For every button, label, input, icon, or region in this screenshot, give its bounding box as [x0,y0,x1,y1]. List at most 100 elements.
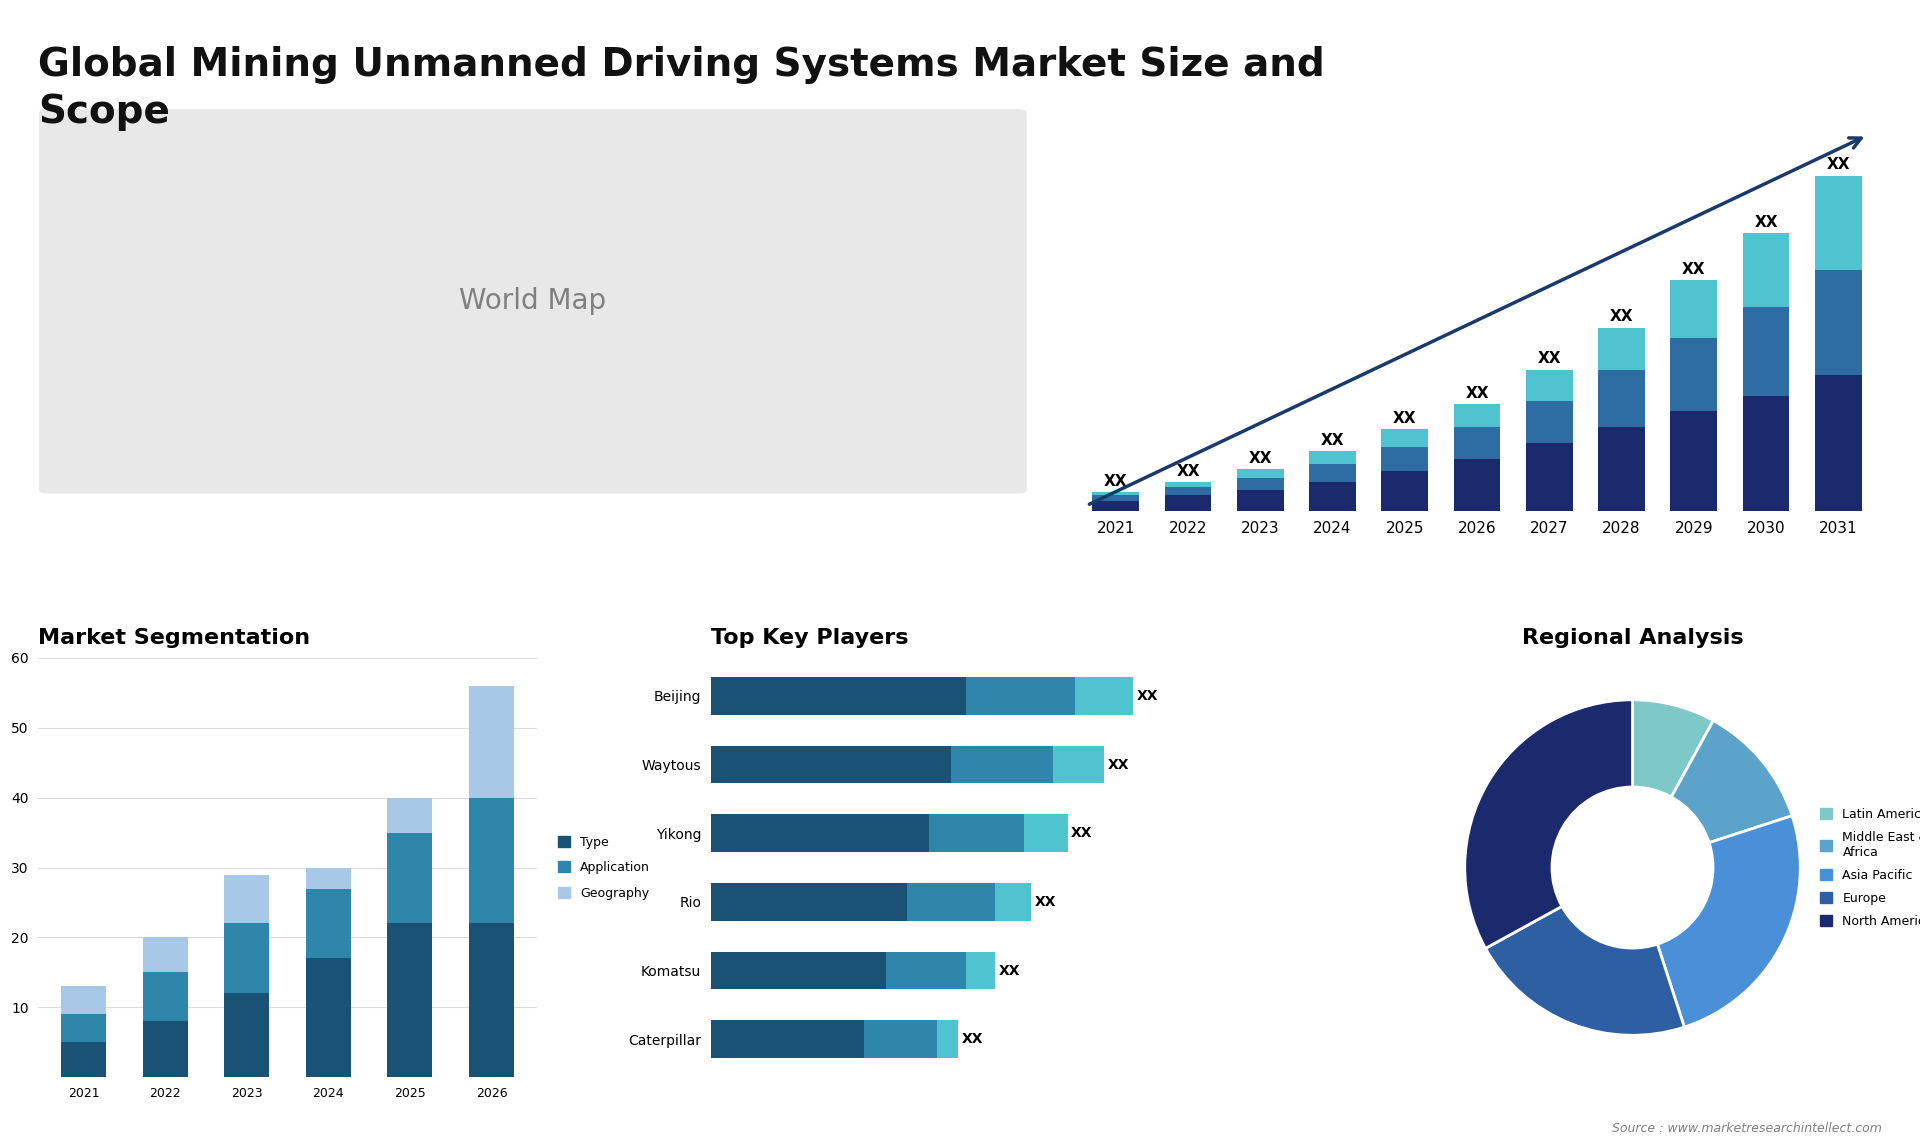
Bar [61,1043,106,1077]
Text: XX: XX [1104,474,1127,489]
Bar [995,884,1031,920]
Bar [142,1021,188,1077]
Text: Source : www.marketresearchintellect.com: Source : www.marketresearchintellect.com [1611,1122,1882,1135]
Bar [1814,175,1862,270]
Legend: Latin America, Middle East &
Africa, Asia Pacific, Europe, North America: Latin America, Middle East & Africa, Asi… [1814,802,1920,933]
Text: XX: XX [1755,215,1778,230]
Bar [1309,481,1356,511]
Bar [468,924,515,1077]
Bar [468,685,515,798]
Bar [1092,501,1139,511]
Bar [1023,815,1068,853]
Bar [225,874,269,924]
Bar [1453,405,1500,427]
Wedge shape [1657,816,1801,1027]
Bar [61,1014,106,1043]
Bar [710,1020,864,1058]
Bar [225,924,269,994]
Text: Global Mining Unmanned Driving Systems Market Size and
Scope: Global Mining Unmanned Driving Systems M… [38,46,1325,131]
Bar [1236,469,1284,478]
Text: XX: XX [1137,689,1158,702]
Bar [1743,307,1789,395]
Bar [1597,328,1645,369]
Wedge shape [1465,700,1632,949]
Bar [388,924,432,1077]
Bar [1092,492,1139,495]
Bar [710,884,908,920]
Bar [710,951,885,989]
Bar [1743,234,1789,307]
Bar [885,951,966,989]
Bar [1670,338,1716,411]
Bar [388,833,432,924]
Bar [1236,490,1284,511]
Text: XX: XX [998,964,1020,978]
Bar [1453,427,1500,458]
Bar [1380,471,1428,511]
Title: Regional Analysis: Regional Analysis [1523,628,1743,647]
Wedge shape [1632,700,1713,796]
Text: Market Segmentation: Market Segmentation [38,628,311,647]
Wedge shape [1486,906,1684,1035]
Bar [966,677,1075,715]
Text: XX: XX [1071,826,1092,840]
Text: XX: XX [1609,309,1634,324]
Text: XX: XX [1177,464,1200,479]
FancyBboxPatch shape [38,109,1027,494]
Bar [710,677,966,715]
Text: XX: XX [1035,895,1056,909]
Bar [1597,369,1645,427]
Bar [929,815,1023,853]
Bar [1526,369,1572,401]
Text: XX: XX [1538,352,1561,367]
Text: World Map: World Map [459,288,607,315]
Bar [908,884,995,920]
Bar [1165,495,1212,511]
Bar [1309,464,1356,481]
Text: XX: XX [1394,411,1417,426]
Bar [864,1020,937,1058]
Bar [1814,375,1862,511]
Bar [1052,746,1104,784]
Bar [142,973,188,1021]
Bar [305,958,351,1077]
Bar [1165,481,1212,487]
Bar [1670,411,1716,511]
Bar [1814,270,1862,375]
Text: Top Key Players: Top Key Players [710,628,908,647]
Bar [966,951,995,989]
Text: XX: XX [962,1033,983,1046]
Bar [1453,458,1500,511]
Bar [305,888,351,958]
Bar [1075,677,1133,715]
Bar [1380,447,1428,471]
Bar [1597,427,1645,511]
Text: XX: XX [1465,386,1488,401]
Bar [468,798,515,924]
Bar [1092,495,1139,501]
Bar [1743,395,1789,511]
Bar [61,987,106,1014]
Bar [388,798,432,833]
Text: XX: XX [1682,262,1705,277]
Bar [305,868,351,888]
Bar [1526,401,1572,442]
Bar [710,746,950,784]
Bar [710,815,929,853]
Legend: Type, Application, Geography: Type, Application, Geography [553,831,655,904]
Bar [1526,442,1572,511]
Bar [1309,452,1356,464]
Bar [225,994,269,1077]
Wedge shape [1670,721,1791,842]
Bar [142,937,188,973]
Bar [950,746,1052,784]
Text: XX: XX [1321,433,1344,448]
Text: XX: XX [1248,452,1271,466]
Bar [1236,478,1284,490]
Bar [1165,487,1212,495]
Bar [937,1020,958,1058]
Bar [1670,281,1716,338]
Text: XX: XX [1108,758,1129,771]
Text: XX: XX [1826,157,1851,172]
Bar [1380,430,1428,447]
